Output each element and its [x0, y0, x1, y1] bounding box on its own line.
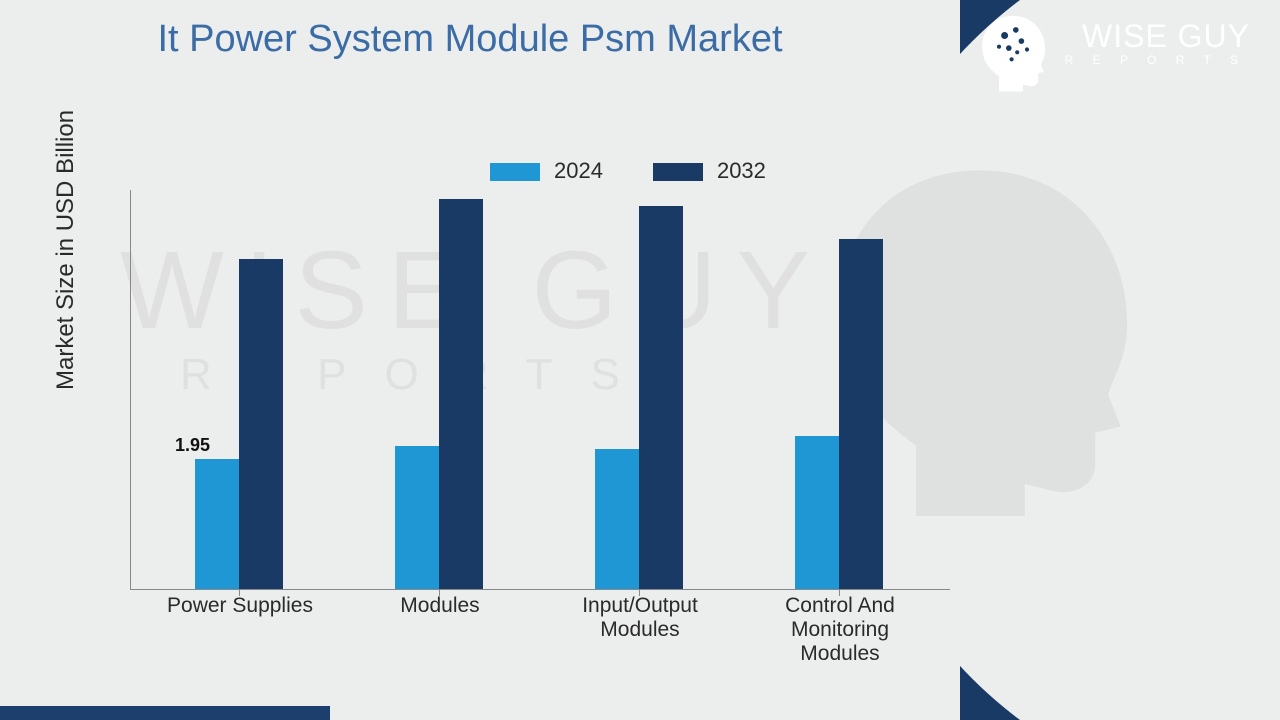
brand-logo: WISE GUY R E P O R T S — [1065, 20, 1250, 66]
brand-head-icon — [978, 14, 1048, 92]
legend: 2024 2032 — [490, 158, 766, 184]
category-label: Power Supplies — [160, 594, 320, 618]
legend-label-2024: 2024 — [554, 158, 603, 183]
footer-accent-bar — [0, 706, 330, 720]
category-label: Control And Monitoring Modules — [760, 594, 920, 666]
chart-canvas: WISE GUY REPORTS It Power System Module … — [0, 0, 1280, 720]
legend-swatch-2032 — [653, 163, 703, 181]
y-axis-line — [130, 190, 131, 590]
bar-group — [365, 190, 515, 590]
legend-item-2032: 2032 — [653, 158, 766, 184]
brand-subtitle: R E P O R T S — [1065, 54, 1246, 66]
value-label: 1.95 — [175, 435, 210, 456]
chart-title: It Power System Module Psm Market — [60, 18, 880, 61]
bar-2024 — [795, 436, 839, 589]
legend-swatch-2024 — [490, 163, 540, 181]
plot-area: Power SuppliesModulesInput/Output Module… — [130, 190, 950, 590]
bar-2032 — [839, 239, 883, 589]
bar-group — [565, 190, 715, 590]
bar-2024 — [595, 449, 639, 589]
category-label: Modules — [360, 594, 520, 618]
bar-2024 — [395, 446, 439, 589]
bar-2024 — [195, 459, 239, 589]
y-axis-label: Market Size in USD Billion — [52, 110, 80, 390]
bar-2032 — [639, 206, 683, 589]
category-label: Input/Output Modules — [560, 594, 720, 642]
legend-item-2024: 2024 — [490, 158, 603, 184]
bar-group — [765, 190, 915, 590]
legend-label-2032: 2032 — [717, 158, 766, 183]
bar-2032 — [239, 259, 283, 589]
bar-2032 — [439, 199, 483, 589]
bar-group — [165, 190, 315, 590]
brand-name: WISE GUY — [1065, 20, 1250, 52]
